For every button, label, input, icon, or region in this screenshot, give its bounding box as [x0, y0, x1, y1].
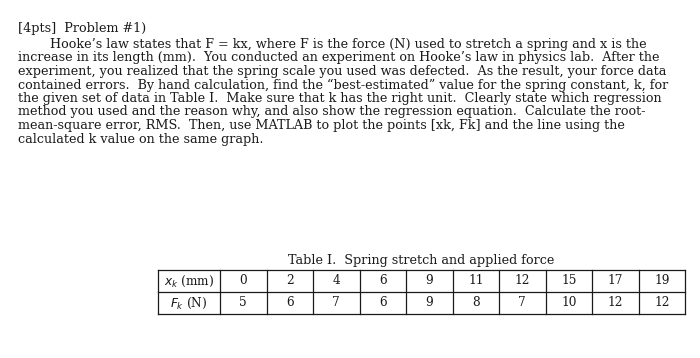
Text: 7: 7 [332, 296, 340, 310]
Text: 5: 5 [239, 296, 247, 310]
Text: [4pts]  Problem #1): [4pts] Problem #1) [18, 22, 146, 35]
Text: 9: 9 [426, 296, 433, 310]
Text: 6: 6 [379, 296, 386, 310]
Text: mean-square error, RMS.  Then, use MATLAB to plot the points [xk, Fk] and the li: mean-square error, RMS. Then, use MATLAB… [18, 119, 625, 132]
Text: $x_k$ (mm): $x_k$ (mm) [164, 274, 214, 289]
Text: 12: 12 [654, 296, 669, 310]
Text: 8: 8 [472, 296, 480, 310]
Text: Hooke’s law states that F = kx, where F is the force (N) used to stretch a sprin: Hooke’s law states that F = kx, where F … [18, 38, 647, 51]
Text: 12: 12 [514, 275, 530, 287]
Text: 10: 10 [561, 296, 576, 310]
Text: 0: 0 [239, 275, 247, 287]
Text: increase in its length (mm).  You conducted an experiment on Hooke’s law in phys: increase in its length (mm). You conduct… [18, 52, 659, 64]
Text: calculated k value on the same graph.: calculated k value on the same graph. [18, 132, 263, 145]
Text: 12: 12 [608, 296, 623, 310]
Text: 6: 6 [286, 296, 293, 310]
Text: 2: 2 [286, 275, 293, 287]
Text: 7: 7 [519, 296, 526, 310]
Text: the given set of data in Table I.  Make sure that k has the right unit.  Clearly: the given set of data in Table I. Make s… [18, 92, 662, 105]
Text: 15: 15 [561, 275, 576, 287]
Text: 17: 17 [608, 275, 623, 287]
Text: 4: 4 [332, 275, 340, 287]
Text: experiment, you realized that the spring scale you used was defected.  As the re: experiment, you realized that the spring… [18, 65, 666, 78]
Text: 6: 6 [379, 275, 386, 287]
Text: method you used and the reason why, and also show the regression equation.  Calc: method you used and the reason why, and … [18, 106, 645, 118]
Text: 19: 19 [654, 275, 669, 287]
Text: 11: 11 [468, 275, 484, 287]
Text: 9: 9 [426, 275, 433, 287]
Text: Table I.  Spring stretch and applied force: Table I. Spring stretch and applied forc… [288, 254, 554, 267]
Text: contained errors.  By hand calculation, find the “best-estimated” value for the : contained errors. By hand calculation, f… [18, 78, 668, 92]
Text: $F_k$ (N): $F_k$ (N) [170, 295, 208, 311]
